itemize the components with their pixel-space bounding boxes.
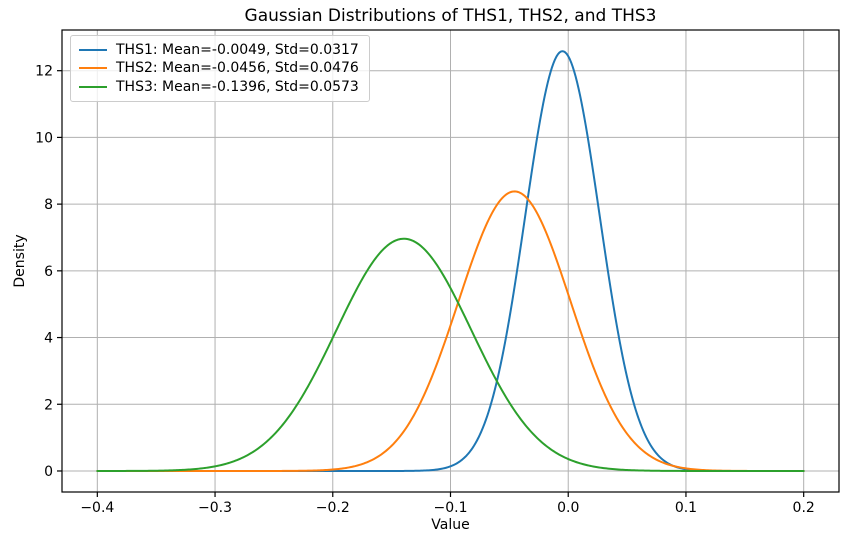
x-tick-label: −0.2 xyxy=(316,500,350,516)
y-axis-label: Density xyxy=(12,234,28,288)
legend-item-ths1: THS1: Mean=-0.0049, Std=0.0317 xyxy=(79,41,359,59)
legend-item-ths2: THS2: Mean=-0.0456, Std=0.0476 xyxy=(79,59,359,77)
y-tick-label: 2 xyxy=(44,397,53,413)
legend: THS1: Mean=-0.0049, Std=0.0317 THS2: Mea… xyxy=(70,35,370,102)
x-tick-label: 0.0 xyxy=(557,500,579,516)
legend-item-ths3: THS3: Mean=-0.1396, Std=0.0573 xyxy=(79,78,359,96)
curve-ths3 xyxy=(96,237,805,472)
x-axis-label: Value xyxy=(431,517,470,533)
legend-line-swatch-ths1 xyxy=(79,49,107,52)
y-tick-label: 12 xyxy=(35,64,53,80)
legend-line-swatch-ths3 xyxy=(79,85,107,88)
x-tick-label: −0.4 xyxy=(80,500,114,516)
y-tick-label: 10 xyxy=(35,130,53,146)
legend-label-ths2: THS2: Mean=-0.0456, Std=0.0476 xyxy=(116,60,359,77)
x-tick-label: −0.1 xyxy=(434,500,468,516)
curve-ths2 xyxy=(96,190,805,472)
x-tick-label: 0.2 xyxy=(793,500,815,516)
chart-title: Gaussian Distributions of THS1, THS2, an… xyxy=(244,6,657,26)
y-tick-label: 4 xyxy=(44,331,53,347)
legend-line-swatch-ths2 xyxy=(79,67,107,70)
y-tick-label: 8 xyxy=(44,197,53,213)
x-tick-label: 0.1 xyxy=(675,500,697,516)
x-tick-label: −0.3 xyxy=(198,500,232,516)
legend-label-ths1: THS1: Mean=-0.0049, Std=0.0317 xyxy=(116,42,359,59)
y-tick-label: 0 xyxy=(44,464,53,480)
y-tick-label: 6 xyxy=(44,264,53,280)
legend-label-ths3: THS3: Mean=-0.1396, Std=0.0573 xyxy=(116,78,359,95)
